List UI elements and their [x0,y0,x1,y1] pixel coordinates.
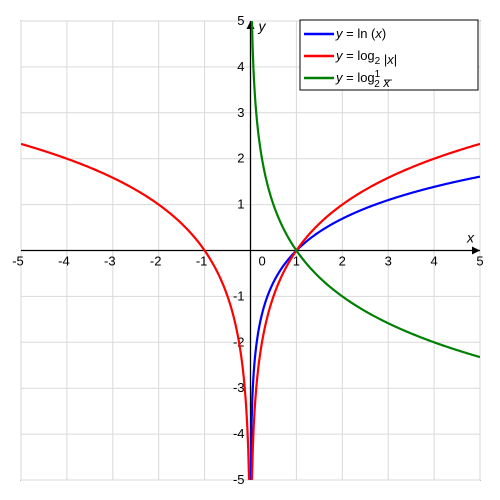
x-tick-label: 3 [385,254,392,269]
y-tick-label: 2 [237,151,244,166]
x-tick-label: -1 [196,254,208,269]
x-tick-label: 2 [339,254,346,269]
y-tick-label: -1 [233,288,245,303]
x-tick-label: 0 [259,254,266,269]
x-axis-label: x [466,230,475,246]
y-tick-label: 1 [237,197,244,212]
y-tick-label: 5 [237,13,244,28]
x-tick-label: -3 [104,254,116,269]
log-functions-chart: -5-4-3-2-1012345-5-4-3-2-112345xyy = ln … [0,0,500,500]
legend-label: y = ln (x) [335,26,386,41]
y-tick-label: -3 [233,380,245,395]
y-axis-label: y [258,18,267,34]
y-tick-label: -5 [233,472,245,487]
x-tick-label: 5 [476,254,483,269]
y-tick-label: 4 [237,59,244,74]
x-tick-label: 4 [430,254,437,269]
y-tick-label: -4 [233,426,245,441]
x-tick-label: -5 [12,254,24,269]
legend: y = ln (x)y = log2 |x|y = log12 x [300,20,478,90]
x-tick-label: -4 [58,254,70,269]
y-tick-label: 3 [237,105,244,120]
x-tick-label: -2 [150,254,162,269]
